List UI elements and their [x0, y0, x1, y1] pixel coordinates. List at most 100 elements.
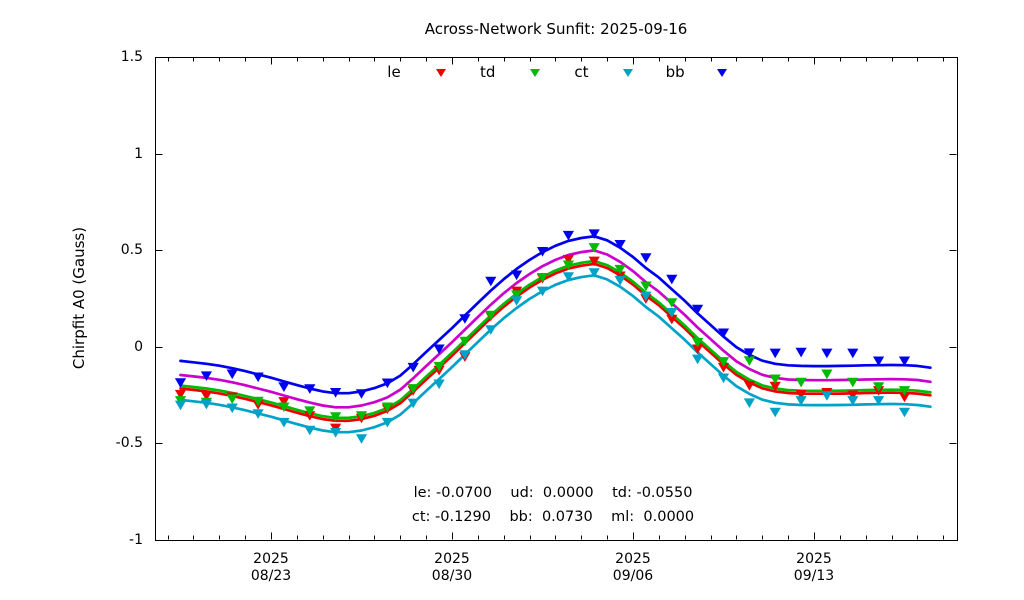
- triangle-down-marker: [433, 361, 445, 372]
- triangle-down-marker: [330, 388, 342, 398]
- y-tick-label: -1: [129, 532, 143, 548]
- triangle-down-marker: [795, 389, 807, 400]
- x-tick-label: 2025 08/30: [431, 551, 473, 584]
- triangle-down-marker: [795, 396, 807, 406]
- triangle-down-marker: [485, 310, 497, 321]
- legend-label-td: td: [479, 63, 496, 81]
- triangle-down-marker: [226, 394, 238, 404]
- triangle-down-marker: [666, 314, 678, 325]
- triangle-down-marker: [252, 372, 264, 383]
- x-tick-label: 2025 09/13: [793, 551, 835, 584]
- series-markers-ct: [174, 268, 911, 444]
- triangle-down-marker: [692, 338, 704, 348]
- triangle-down-marker: [562, 254, 574, 265]
- triangle-down-marker: [562, 230, 574, 241]
- triangle-down-marker: [588, 243, 600, 253]
- triangle-down-icon: [717, 69, 728, 77]
- triangle-down-marker: [666, 308, 678, 318]
- triangle-down-marker: [200, 399, 212, 410]
- series-curve-le: [179, 262, 932, 423]
- triangle-down-marker: [562, 260, 574, 271]
- triangle-down-marker: [821, 369, 833, 380]
- triangle-down-marker: [226, 403, 238, 414]
- y-tick-label: 1.5: [120, 49, 143, 65]
- fit-offsets-line2: ct: -0.1290 bb: 0.0730 ml: 0.0000: [411, 509, 695, 525]
- x-tick-label: 2025 08/23: [250, 551, 292, 584]
- y-tick-label: 1: [134, 145, 143, 162]
- triangle-down-marker: [200, 371, 212, 381]
- triangle-down-marker: [536, 247, 549, 257]
- triangle-down-marker: [355, 389, 368, 399]
- chart-title: Across-Network Sunfit: 2025-09-16: [424, 20, 688, 38]
- triangle-down-marker: [252, 409, 264, 419]
- triangle-down-marker: [407, 398, 419, 409]
- triangle-down-marker: [769, 407, 781, 418]
- triangle-down-marker: [562, 272, 574, 282]
- y-tick-label: 0: [134, 338, 143, 355]
- triangle-down-marker: [459, 350, 471, 360]
- legend-label-bb: bb: [665, 63, 685, 81]
- triangle-down-marker: [200, 391, 212, 401]
- triangle-down-marker: [692, 344, 704, 355]
- triangle-down-marker: [769, 348, 781, 359]
- triangle-down-marker: [381, 378, 393, 389]
- triangle-down-marker: [278, 382, 290, 392]
- triangle-down-marker: [821, 391, 833, 401]
- triangle-down-marker: [278, 397, 290, 407]
- triangle-down-marker: [873, 382, 885, 392]
- triangle-down-marker: [278, 402, 290, 413]
- triangle-down-marker: [692, 354, 704, 365]
- fit-offsets-line1: le: -0.0700 ud: 0.0000 td: -0.0550: [413, 485, 693, 501]
- triangle-down-marker: [898, 392, 911, 403]
- series-markers-td: [174, 243, 911, 422]
- triangle-down-marker: [898, 407, 911, 418]
- triangle-down-marker: [769, 381, 781, 392]
- triangle-down-marker: [821, 348, 833, 359]
- triangle-down-marker: [330, 428, 342, 438]
- triangle-down-marker: [588, 229, 600, 239]
- triangle-down-marker: [459, 314, 471, 324]
- triangle-down-marker: [304, 384, 316, 394]
- triangle-down-marker: [743, 381, 755, 391]
- triangle-down-marker: [769, 374, 781, 385]
- triangle-down-marker: [640, 253, 652, 263]
- model-curve: [179, 249, 932, 409]
- triangle-down-marker: [355, 411, 368, 421]
- triangle-down-marker: [174, 400, 187, 411]
- triangle-down-marker: [666, 298, 678, 308]
- triangle-down-marker: [743, 398, 755, 408]
- plot-border: [155, 57, 958, 541]
- series-curve-bb: [179, 234, 932, 395]
- triangle-down-marker: [407, 362, 419, 373]
- triangle-down-marker: [795, 377, 807, 388]
- triangle-down-marker: [640, 281, 652, 292]
- triangle-down-marker: [536, 273, 549, 283]
- triangle-down-marker: [873, 396, 885, 406]
- triangle-down-marker: [433, 379, 445, 390]
- triangle-down-marker: [743, 356, 755, 366]
- triangle-down-marker: [174, 378, 187, 388]
- triangle-down-marker: [717, 362, 730, 373]
- triangle-down-marker: [381, 402, 393, 413]
- y-tick-label: 0.5: [120, 242, 143, 259]
- triangle-down-marker: [536, 286, 549, 297]
- triangle-down-marker: [717, 357, 730, 367]
- triangle-down-marker: [330, 412, 342, 422]
- series-markers-bb: [174, 229, 911, 399]
- legend-label-ct: ct: [574, 63, 589, 81]
- triangle-down-marker: [898, 356, 911, 367]
- triangle-down-marker: [588, 256, 600, 267]
- triangle-down-marker: [640, 291, 652, 302]
- triangle-down-marker: [355, 434, 368, 444]
- triangle-down-marker: [614, 264, 626, 275]
- triangle-down-icon: [529, 69, 540, 77]
- triangle-down-marker: [459, 336, 471, 347]
- triangle-down-marker: [485, 276, 497, 287]
- triangle-down-marker: [407, 384, 419, 394]
- triangle-down-marker: [226, 369, 238, 380]
- triangle-down-marker: [511, 270, 523, 281]
- legend-label-le: le: [387, 63, 401, 81]
- triangle-down-icon: [436, 69, 446, 77]
- triangle-down-marker: [795, 347, 807, 358]
- triangle-down-marker: [174, 389, 187, 400]
